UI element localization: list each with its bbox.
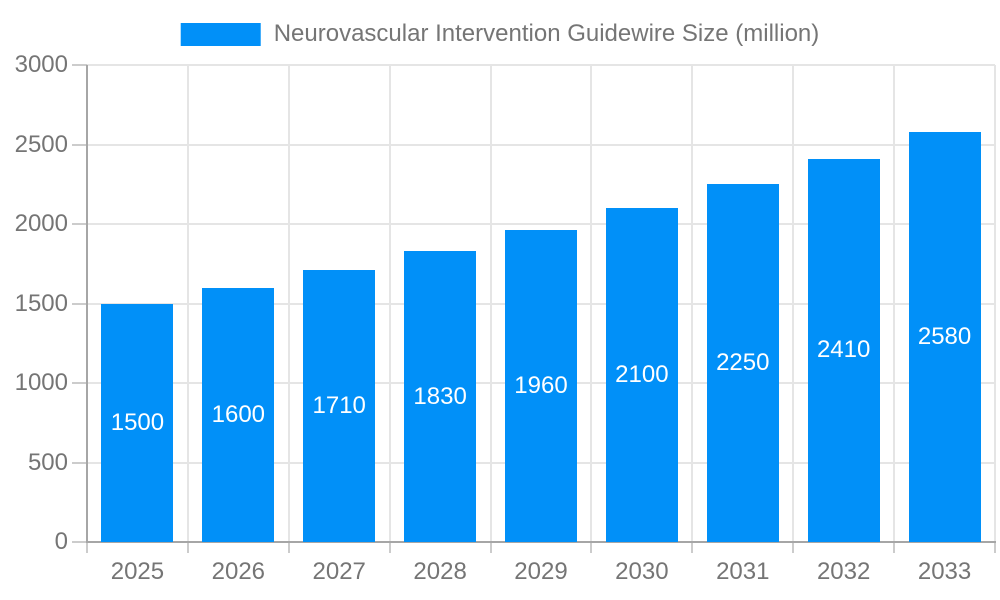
x-axis-line [86, 541, 996, 543]
legend-label: Neurovascular Intervention Guidewire Siz… [273, 20, 820, 47]
bar-2025: 1500 [101, 303, 174, 542]
bar-value-label: 2410 [816, 336, 871, 364]
x-axis-tick [287, 542, 290, 553]
x-tick-label: 2032 [816, 558, 871, 585]
bar-2029: 1960 [505, 230, 577, 542]
x-tick-label: 2025 [110, 558, 165, 585]
y-axis-tick [72, 382, 87, 384]
legend-item[interactable]: Neurovascular Intervention Guidewire Siz… [180, 20, 820, 48]
y-tick-label: 1500 [14, 289, 68, 317]
x-axis-tick [388, 542, 391, 553]
x-tick-label: 2029 [514, 558, 568, 585]
gridline-vertical [186, 65, 189, 542]
x-axis-tick [489, 542, 492, 553]
x-tick-label: 2028 [413, 558, 467, 585]
bar-2028: 1830 [404, 251, 477, 542]
x-tick-label: 2033 [917, 558, 972, 585]
x-axis-tick [86, 542, 88, 553]
gridline-horizontal [87, 223, 995, 225]
bar-value-label: 1600 [211, 400, 266, 428]
x-axis-tick [792, 542, 795, 553]
y-axis-tick [72, 302, 87, 305]
bar-value-label: 2250 [716, 349, 770, 377]
x-axis-tick [691, 542, 694, 553]
legend-swatch [180, 22, 261, 46]
y-axis-tick [72, 541, 87, 543]
x-tick-label: 2031 [716, 558, 770, 585]
y-tick-label: 2500 [14, 130, 68, 158]
x-tick-label: 2030 [615, 558, 669, 585]
bar-value-label: 2100 [615, 361, 669, 389]
gridline-vertical [792, 65, 795, 542]
bar-2031: 2250 [706, 184, 779, 542]
x-axis-tick [893, 542, 896, 553]
x-axis-tick [186, 542, 189, 553]
y-tick-label: 0 [54, 528, 68, 555]
bar-value-label: 1500 [110, 408, 165, 436]
x-axis-tick [994, 542, 996, 553]
bar-value-label: 1960 [514, 372, 568, 400]
gridline-vertical [590, 65, 593, 542]
bar-value-label: 1830 [413, 382, 467, 410]
gridline-vertical [388, 65, 391, 542]
y-axis-tick [72, 64, 87, 66]
bar-2030: 2100 [605, 208, 678, 542]
y-tick-label: 3000 [14, 51, 68, 78]
gridline-horizontal [87, 143, 995, 146]
bar-2032: 2410 [807, 158, 880, 542]
gridline-vertical [287, 65, 290, 542]
y-axis-line [86, 65, 88, 542]
y-axis-tick [72, 461, 87, 464]
y-tick-label: 1000 [14, 369, 68, 396]
bar-value-label: 1710 [312, 392, 366, 420]
y-tick-label: 500 [27, 448, 68, 476]
gridline-vertical [994, 65, 996, 542]
gridline-vertical [691, 65, 694, 542]
x-tick-label: 2026 [211, 558, 266, 585]
bar-value-label: 2580 [917, 322, 972, 350]
x-tick-label: 2027 [312, 558, 366, 585]
y-tick-label: 2000 [14, 210, 68, 237]
gridline-vertical [489, 65, 492, 542]
gridline-horizontal [87, 64, 995, 66]
bar-2033: 2580 [908, 131, 981, 542]
bar-2026: 1600 [202, 287, 275, 542]
y-axis-tick [72, 143, 87, 146]
bar-2027: 1710 [303, 270, 376, 542]
gridline-vertical [893, 65, 896, 542]
y-axis-tick [72, 223, 87, 225]
x-axis-tick [590, 542, 593, 553]
